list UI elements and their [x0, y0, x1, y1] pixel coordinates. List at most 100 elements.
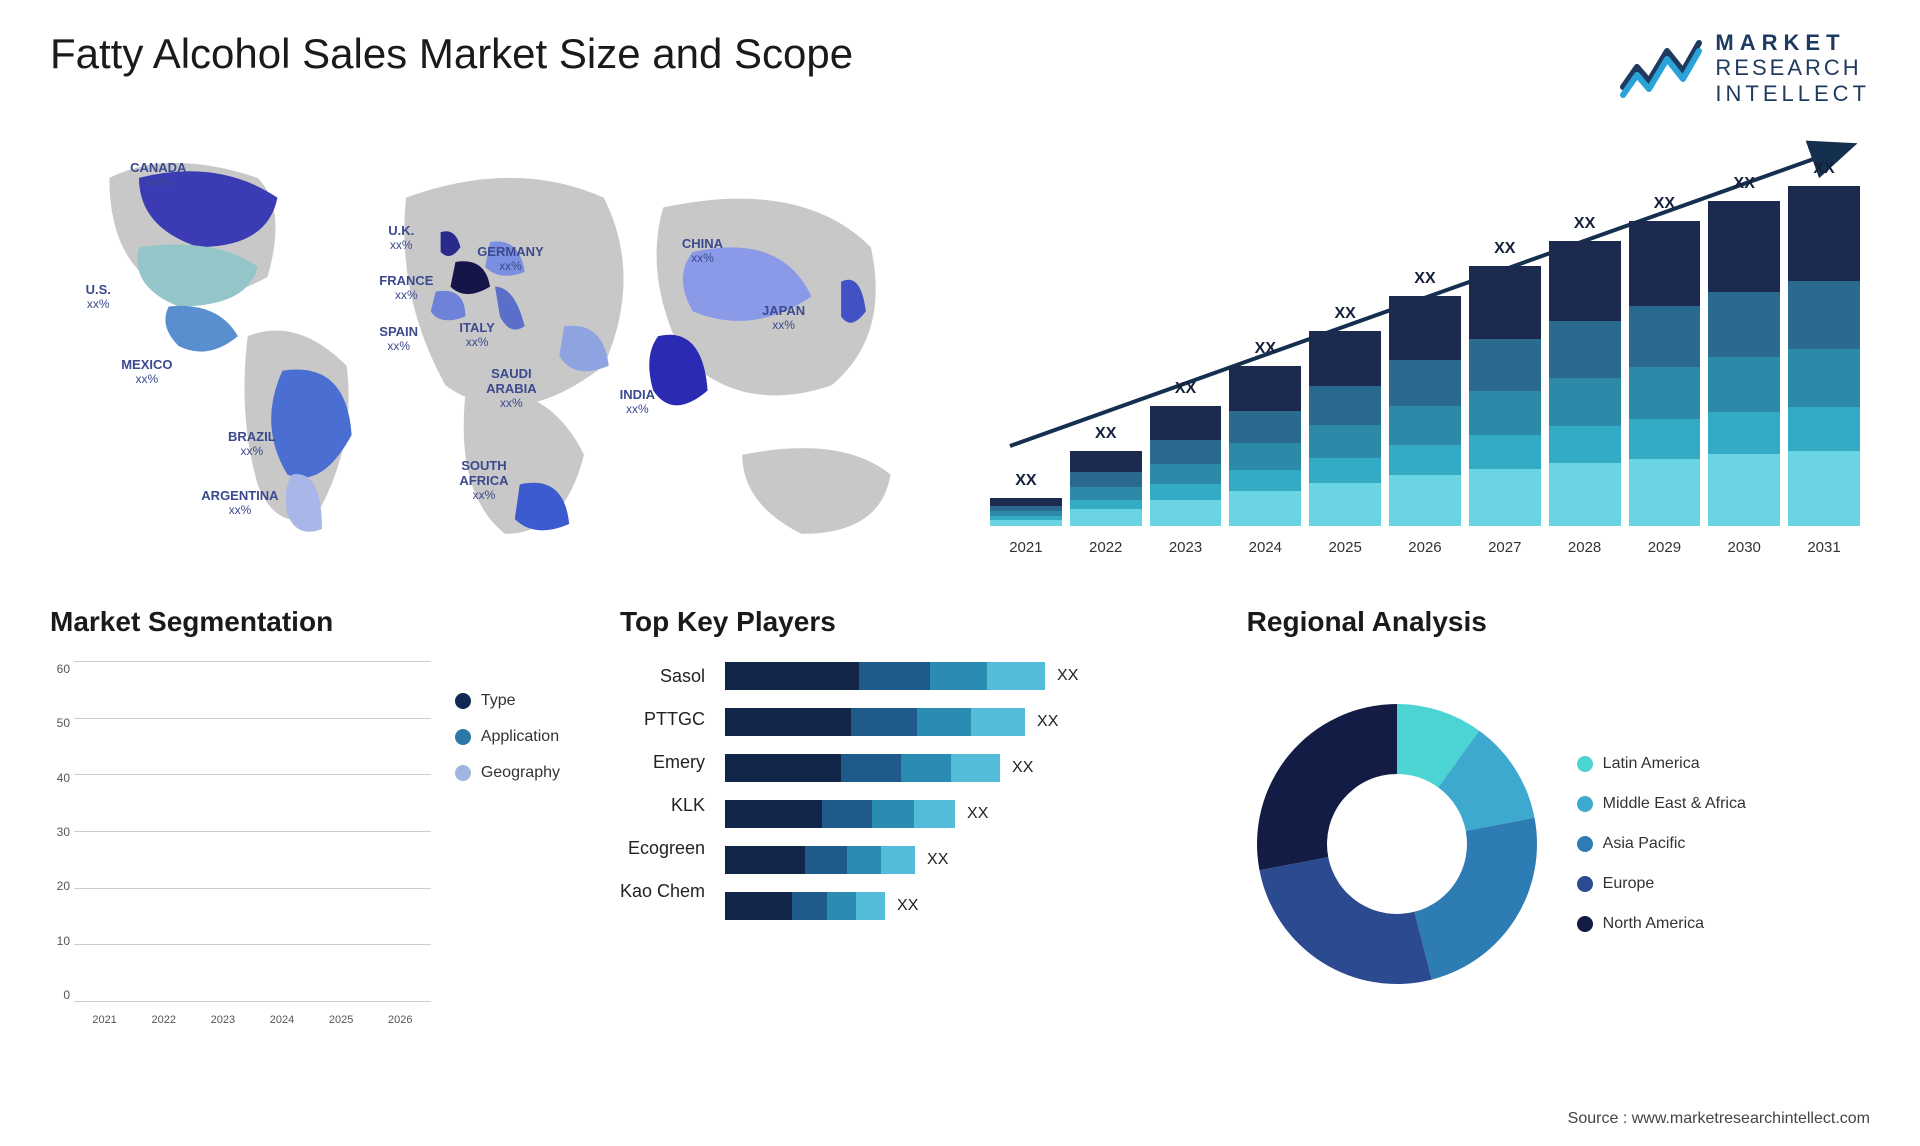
growth-year-label: 2031: [1788, 539, 1860, 556]
growth-year-label: 2028: [1549, 539, 1621, 556]
growth-year-label: 2027: [1469, 539, 1541, 556]
growth-bar: XX: [1070, 451, 1142, 526]
page-title: Fatty Alcohol Sales Market Size and Scop…: [50, 30, 853, 78]
player-bar-row: XX: [725, 892, 1187, 920]
player-bar-row: XX: [725, 846, 1187, 874]
map-region-mexico: [165, 306, 238, 352]
growth-bar-label: XX: [1309, 305, 1381, 323]
regional-legend-item: Europe: [1577, 875, 1746, 893]
growth-year-label: 2030: [1708, 539, 1780, 556]
growth-year-label: 2023: [1150, 539, 1222, 556]
regional-legend-item: North America: [1577, 915, 1746, 933]
growth-year-label: 2024: [1229, 539, 1301, 556]
growth-bar-label: XX: [1150, 380, 1222, 398]
player-bar-row: XX: [725, 708, 1187, 736]
map-label: CHINAxx%: [682, 237, 723, 266]
swatch-icon: [455, 693, 471, 709]
swatch-icon: [1577, 836, 1593, 852]
growth-bar-label: XX: [990, 472, 1062, 490]
donut-slice: [1414, 818, 1537, 980]
growth-bar: XX: [1549, 241, 1621, 526]
players-panel: Top Key Players SasolPTTGCEmeryKLKEcogre…: [620, 606, 1187, 1026]
top-row: CANADAxx% U.S.xx% MEXICOxx% BRAZILxx% ARGENT…: [50, 136, 1870, 556]
growth-bar-label: XX: [1070, 425, 1142, 443]
player-bar-row: XX: [725, 662, 1187, 690]
map-label: U.K.xx%: [388, 224, 414, 253]
growth-bar-label: XX: [1389, 270, 1461, 288]
regional-title: Regional Analysis: [1247, 606, 1870, 638]
map-label: BRAZILxx%: [228, 430, 276, 459]
map-label: SAUDIARABIAxx%: [486, 367, 537, 411]
player-value: XX: [1012, 759, 1033, 777]
donut-slice: [1257, 704, 1397, 870]
map-label: SOUTHAFRICAxx%: [459, 459, 508, 503]
swatch-icon: [1577, 756, 1593, 772]
source-attribution: Source : www.marketresearchintellect.com: [1568, 1110, 1870, 1128]
growth-bar: XX: [1309, 331, 1381, 526]
header: Fatty Alcohol Sales Market Size and Scop…: [50, 30, 1870, 106]
growth-year-label: 2026: [1389, 539, 1461, 556]
player-label: Sasol: [620, 666, 705, 687]
segmentation-chart: 0102030405060 202120222023202420252026: [50, 662, 431, 1026]
player-value: XX: [1057, 667, 1078, 685]
growth-xaxis: 2021202220232024202520262027202820292030…: [980, 539, 1870, 556]
donut-slice: [1259, 857, 1431, 984]
player-bar-row: XX: [725, 754, 1187, 782]
players-bars: XX XX XX XX XX XX: [725, 662, 1187, 1026]
map-label: U.S.xx%: [86, 283, 111, 312]
regional-legend: Latin AmericaMiddle East & AfricaAsia Pa…: [1577, 755, 1746, 933]
growth-bar: XX: [1229, 366, 1301, 526]
growth-year-label: 2025: [1309, 539, 1381, 556]
players-title: Top Key Players: [620, 606, 1187, 638]
growth-bar-label: XX: [1788, 160, 1860, 178]
map-label: SPAINxx%: [379, 325, 418, 354]
swatch-icon: [455, 729, 471, 745]
growth-bar: XX: [1708, 201, 1780, 526]
growth-year-label: 2022: [1070, 539, 1142, 556]
growth-bar: XX: [1788, 186, 1860, 526]
player-label: Kao Chem: [620, 881, 705, 902]
segmentation-legend: TypeApplicationGeography: [455, 662, 560, 1026]
growth-chart-panel: XXXXXXXXXXXXXXXXXXXXXX 20212022202320242…: [980, 136, 1870, 556]
swatch-icon: [1577, 796, 1593, 812]
player-value: XX: [1037, 713, 1058, 731]
logo-icon: [1619, 37, 1703, 99]
regional-legend-item: Middle East & Africa: [1577, 795, 1746, 813]
segmentation-panel: Market Segmentation 0102030405060 202120…: [50, 606, 560, 1026]
growth-bar: XX: [990, 498, 1062, 526]
regional-legend-item: Asia Pacific: [1577, 835, 1746, 853]
growth-bar-label: XX: [1469, 240, 1541, 258]
player-value: XX: [927, 851, 948, 869]
swatch-icon: [455, 765, 471, 781]
logo-text: MARKET RESEARCH INTELLECT: [1715, 30, 1870, 106]
players-labels: SasolPTTGCEmeryKLKEcogreenKao Chem: [620, 662, 705, 1026]
segmentation-title: Market Segmentation: [50, 606, 560, 638]
player-label: Ecogreen: [620, 838, 705, 859]
growth-bar-label: XX: [1549, 215, 1621, 233]
map-label: ARGENTINAxx%: [201, 489, 278, 518]
map-label: CANADAxx%: [130, 161, 186, 190]
seg-legend-item: Type: [455, 692, 560, 710]
map-label: ITALYxx%: [459, 321, 494, 350]
regional-panel: Regional Analysis Latin AmericaMiddle Ea…: [1247, 606, 1870, 1026]
player-label: KLK: [620, 795, 705, 816]
swatch-icon: [1577, 916, 1593, 932]
bottom-row: Market Segmentation 0102030405060 202120…: [50, 606, 1870, 1026]
growth-bars: XXXXXXXXXXXXXXXXXXXXXX: [980, 196, 1870, 526]
player-value: XX: [897, 897, 918, 915]
regional-donut: [1247, 694, 1547, 994]
swatch-icon: [1577, 876, 1593, 892]
player-value: XX: [967, 805, 988, 823]
growth-bar: XX: [1389, 296, 1461, 526]
map-label: FRANCExx%: [379, 274, 433, 303]
growth-bar: XX: [1469, 266, 1541, 526]
map-label: GERMANYxx%: [477, 245, 543, 274]
seg-legend-item: Application: [455, 728, 560, 746]
map-label: JAPANxx%: [762, 304, 805, 333]
growth-year-label: 2029: [1629, 539, 1701, 556]
growth-bar: XX: [1629, 221, 1701, 526]
player-label: Emery: [620, 752, 705, 773]
map-label: MEXICOxx%: [121, 358, 172, 387]
map-label: INDIAxx%: [620, 388, 655, 417]
brand-logo: MARKET RESEARCH INTELLECT: [1619, 30, 1870, 106]
